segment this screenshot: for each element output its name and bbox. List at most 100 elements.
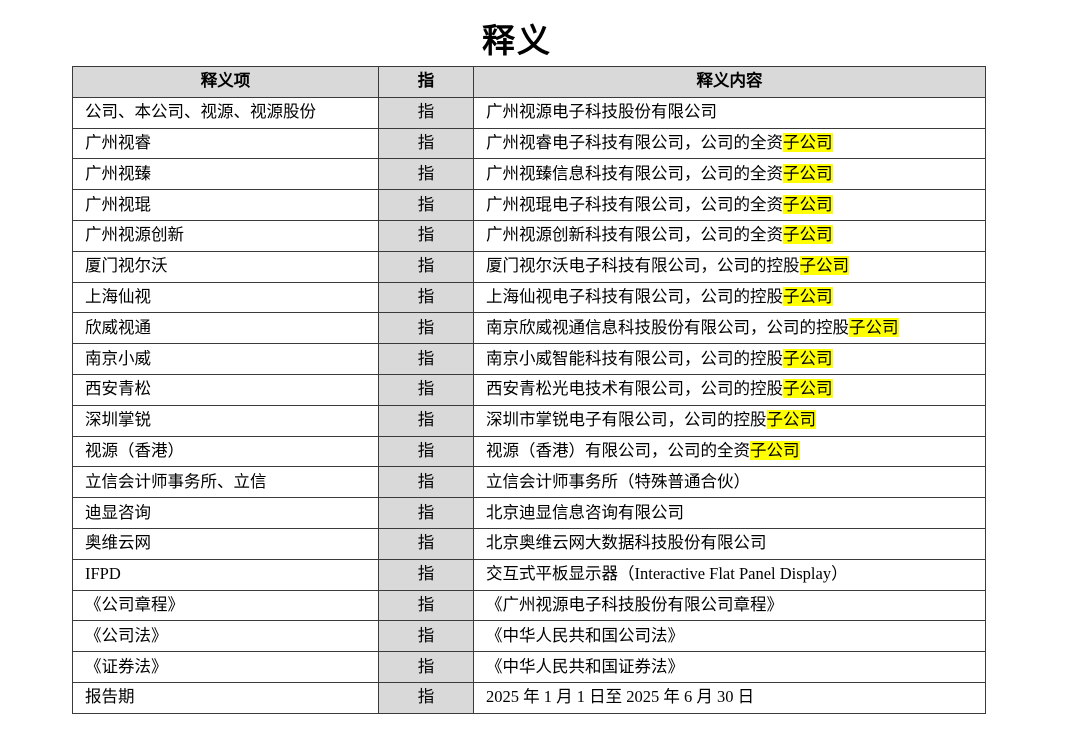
definition-cell: 《中华人民共和国公司法》 (473, 620, 986, 653)
definition-pre: 《中华人民共和国公司法》 (486, 625, 684, 645)
definition-pre: 立信会计师事务所（特殊普通合伙） (486, 471, 750, 491)
table-row: 公司、本公司、视源、视源股份 指 广州视源电子科技股份有限公司 (72, 96, 986, 129)
definition-pre: 《广州视源电子科技股份有限公司章程》 (486, 594, 783, 614)
table-row: 报告期 指 2025 年 1 月 1 日至 2025 年 6 月 30 日 (72, 681, 986, 714)
definition-cell: 上海仙视电子科技有限公司，公司的控股子公司 (473, 281, 986, 314)
zhi-cell: 指 (378, 281, 474, 314)
term-cell: 广州视琨 (72, 189, 379, 221)
definition-cell: 广州视源创新科技有限公司，公司的全资子公司 (473, 219, 986, 252)
definition-cell: 西安青松光电技术有限公司，公司的控股子公司 (473, 373, 986, 406)
term-cell: 《公司法》 (72, 620, 379, 653)
definition-cell: 交互式平板显示器（Interactive Flat Panel Display） (473, 558, 986, 591)
zhi-cell: 指 (378, 373, 474, 406)
definition-pre: 厦门视尔沃电子科技有限公司，公司的控股 (486, 256, 800, 276)
table-row: 《证券法》 指 《中华人民共和国证券法》 (72, 651, 986, 683)
definition-highlight: 子公司 (750, 440, 800, 460)
table-row: 深圳掌锐 指 深圳市掌锐电子有限公司，公司的控股子公司 (72, 404, 986, 437)
definition-pre: 广州视源创新科技有限公司，公司的全资 (486, 225, 783, 245)
definition-highlight: 子公司 (783, 286, 833, 306)
term-cell: 立信会计师事务所、立信 (72, 466, 379, 499)
definition-cell: 北京奥维云网大数据科技股份有限公司 (473, 527, 986, 560)
definition-cell: 南京欣威视通信息科技股份有限公司，公司的控股子公司 (473, 312, 986, 345)
term-cell: 欣威视通 (72, 312, 379, 345)
zhi-cell: 指 (378, 250, 474, 283)
definition-highlight: 子公司 (783, 163, 833, 183)
table-header: 释义项 指 释义内容 (72, 66, 986, 98)
zhi-cell: 指 (378, 651, 474, 683)
table-row: 欣威视通 指 南京欣威视通信息科技股份有限公司，公司的控股子公司 (72, 312, 986, 345)
definition-cell: 立信会计师事务所（特殊普通合伙） (473, 466, 986, 499)
term-cell: 西安青松 (72, 373, 379, 406)
definition-pre: 广州视臻信息科技有限公司，公司的全资 (486, 163, 783, 183)
zhi-cell: 指 (378, 158, 474, 191)
definition-pre: 广州视源电子科技股份有限公司 (486, 102, 717, 122)
definition-pre: 视源（香港）有限公司，公司的全资 (486, 440, 750, 460)
zhi-cell: 指 (378, 497, 474, 529)
definition-pre: 《中华人民共和国证券法》 (486, 656, 684, 676)
definition-pre: 南京欣威视通信息科技股份有限公司，公司的控股 (486, 317, 849, 337)
definition-pre: 北京奥维云网大数据科技股份有限公司 (486, 533, 767, 553)
term-cell: 南京小威 (72, 343, 379, 375)
zhi-cell: 指 (378, 404, 474, 437)
definition-pre: 广州视琨电子科技有限公司，公司的全资 (486, 194, 783, 214)
zhi-cell: 指 (378, 189, 474, 221)
term-cell: 广州视睿 (72, 127, 379, 160)
term-cell: 《证券法》 (72, 651, 379, 683)
table-row: 视源（香港） 指 视源（香港）有限公司，公司的全资子公司 (72, 435, 986, 468)
definition-cell: 深圳市掌锐电子有限公司，公司的控股子公司 (473, 404, 986, 437)
table-row: 广州视睿 指 广州视睿电子科技有限公司，公司的全资子公司 (72, 127, 986, 160)
definition-cell: 2025 年 1 月 1 日至 2025 年 6 月 30 日 (473, 681, 986, 714)
definition-pre: 北京迪显信息咨询有限公司 (486, 502, 684, 522)
table-header-zhi: 指 (378, 66, 474, 98)
definition-cell: 厦门视尔沃电子科技有限公司，公司的控股子公司 (473, 250, 986, 283)
definition-cell: 广州视臻信息科技有限公司，公司的全资子公司 (473, 158, 986, 191)
zhi-cell: 指 (378, 343, 474, 375)
definitions-table: 释义项 指 释义内容 公司、本公司、视源、视源股份 指 广州视源电子科技股份有限… (72, 66, 986, 714)
term-cell: 公司、本公司、视源、视源股份 (72, 96, 379, 129)
zhi-cell: 指 (378, 620, 474, 653)
zhi-cell: 指 (378, 435, 474, 468)
zhi-cell: 指 (378, 219, 474, 252)
term-cell: 厦门视尔沃 (72, 250, 379, 283)
definition-highlight: 子公司 (766, 410, 816, 430)
definition-cell: 《中华人民共和国证券法》 (473, 651, 986, 683)
definition-cell: 广州视源电子科技股份有限公司 (473, 96, 986, 129)
term-cell: 视源（香港） (72, 435, 379, 468)
table-header-content: 释义内容 (473, 66, 986, 98)
term-cell: 《公司章程》 (72, 589, 379, 622)
table-row: 厦门视尔沃 指 厦门视尔沃电子科技有限公司，公司的控股子公司 (72, 250, 986, 283)
table-row: 《公司法》 指 《中华人民共和国公司法》 (72, 620, 986, 653)
term-cell: IFPD (72, 558, 379, 591)
term-cell: 广州视臻 (72, 158, 379, 191)
table-row: IFPD 指 交互式平板显示器（Interactive Flat Panel D… (72, 558, 986, 591)
zhi-cell: 指 (378, 558, 474, 591)
table-row: 迪显咨询 指 北京迪显信息咨询有限公司 (72, 497, 986, 529)
definition-pre: 广州视睿电子科技有限公司，公司的全资 (486, 133, 783, 152)
zhi-cell: 指 (378, 527, 474, 560)
definition-cell: 广州视睿电子科技有限公司，公司的全资子公司 (473, 127, 986, 160)
term-cell: 上海仙视 (72, 281, 379, 314)
definition-highlight: 子公司 (783, 133, 833, 152)
zhi-cell: 指 (378, 96, 474, 129)
table-row: 上海仙视 指 上海仙视电子科技有限公司，公司的控股子公司 (72, 281, 986, 314)
definition-cell: 北京迪显信息咨询有限公司 (473, 497, 986, 529)
definition-pre: 交互式平板显示器（Interactive Flat Panel Display） (486, 564, 848, 584)
table-header-term: 释义项 (72, 66, 379, 98)
table-row: 南京小威 指 南京小威智能科技有限公司，公司的控股子公司 (72, 343, 986, 375)
definition-pre: 南京小威智能科技有限公司，公司的控股 (486, 348, 783, 368)
definition-cell: 《广州视源电子科技股份有限公司章程》 (473, 589, 986, 622)
zhi-cell: 指 (378, 127, 474, 160)
term-cell: 广州视源创新 (72, 219, 379, 252)
table-row: 立信会计师事务所、立信 指 立信会计师事务所（特殊普通合伙） (72, 466, 986, 499)
definition-pre: 深圳市掌锐电子有限公司，公司的控股 (486, 410, 767, 430)
table-row: 广州视琨 指 广州视琨电子科技有限公司，公司的全资子公司 (72, 189, 986, 221)
definition-highlight: 子公司 (783, 348, 833, 368)
term-cell: 奥维云网 (72, 527, 379, 560)
page-title: 释义 (482, 24, 552, 60)
zhi-cell: 指 (378, 589, 474, 622)
table-body: 公司、本公司、视源、视源股份 指 广州视源电子科技股份有限公司 广州视睿 指 广… (72, 96, 986, 714)
definition-highlight: 子公司 (783, 225, 833, 245)
zhi-cell: 指 (378, 681, 474, 714)
table-row: 广州视源创新 指 广州视源创新科技有限公司，公司的全资子公司 (72, 219, 986, 252)
